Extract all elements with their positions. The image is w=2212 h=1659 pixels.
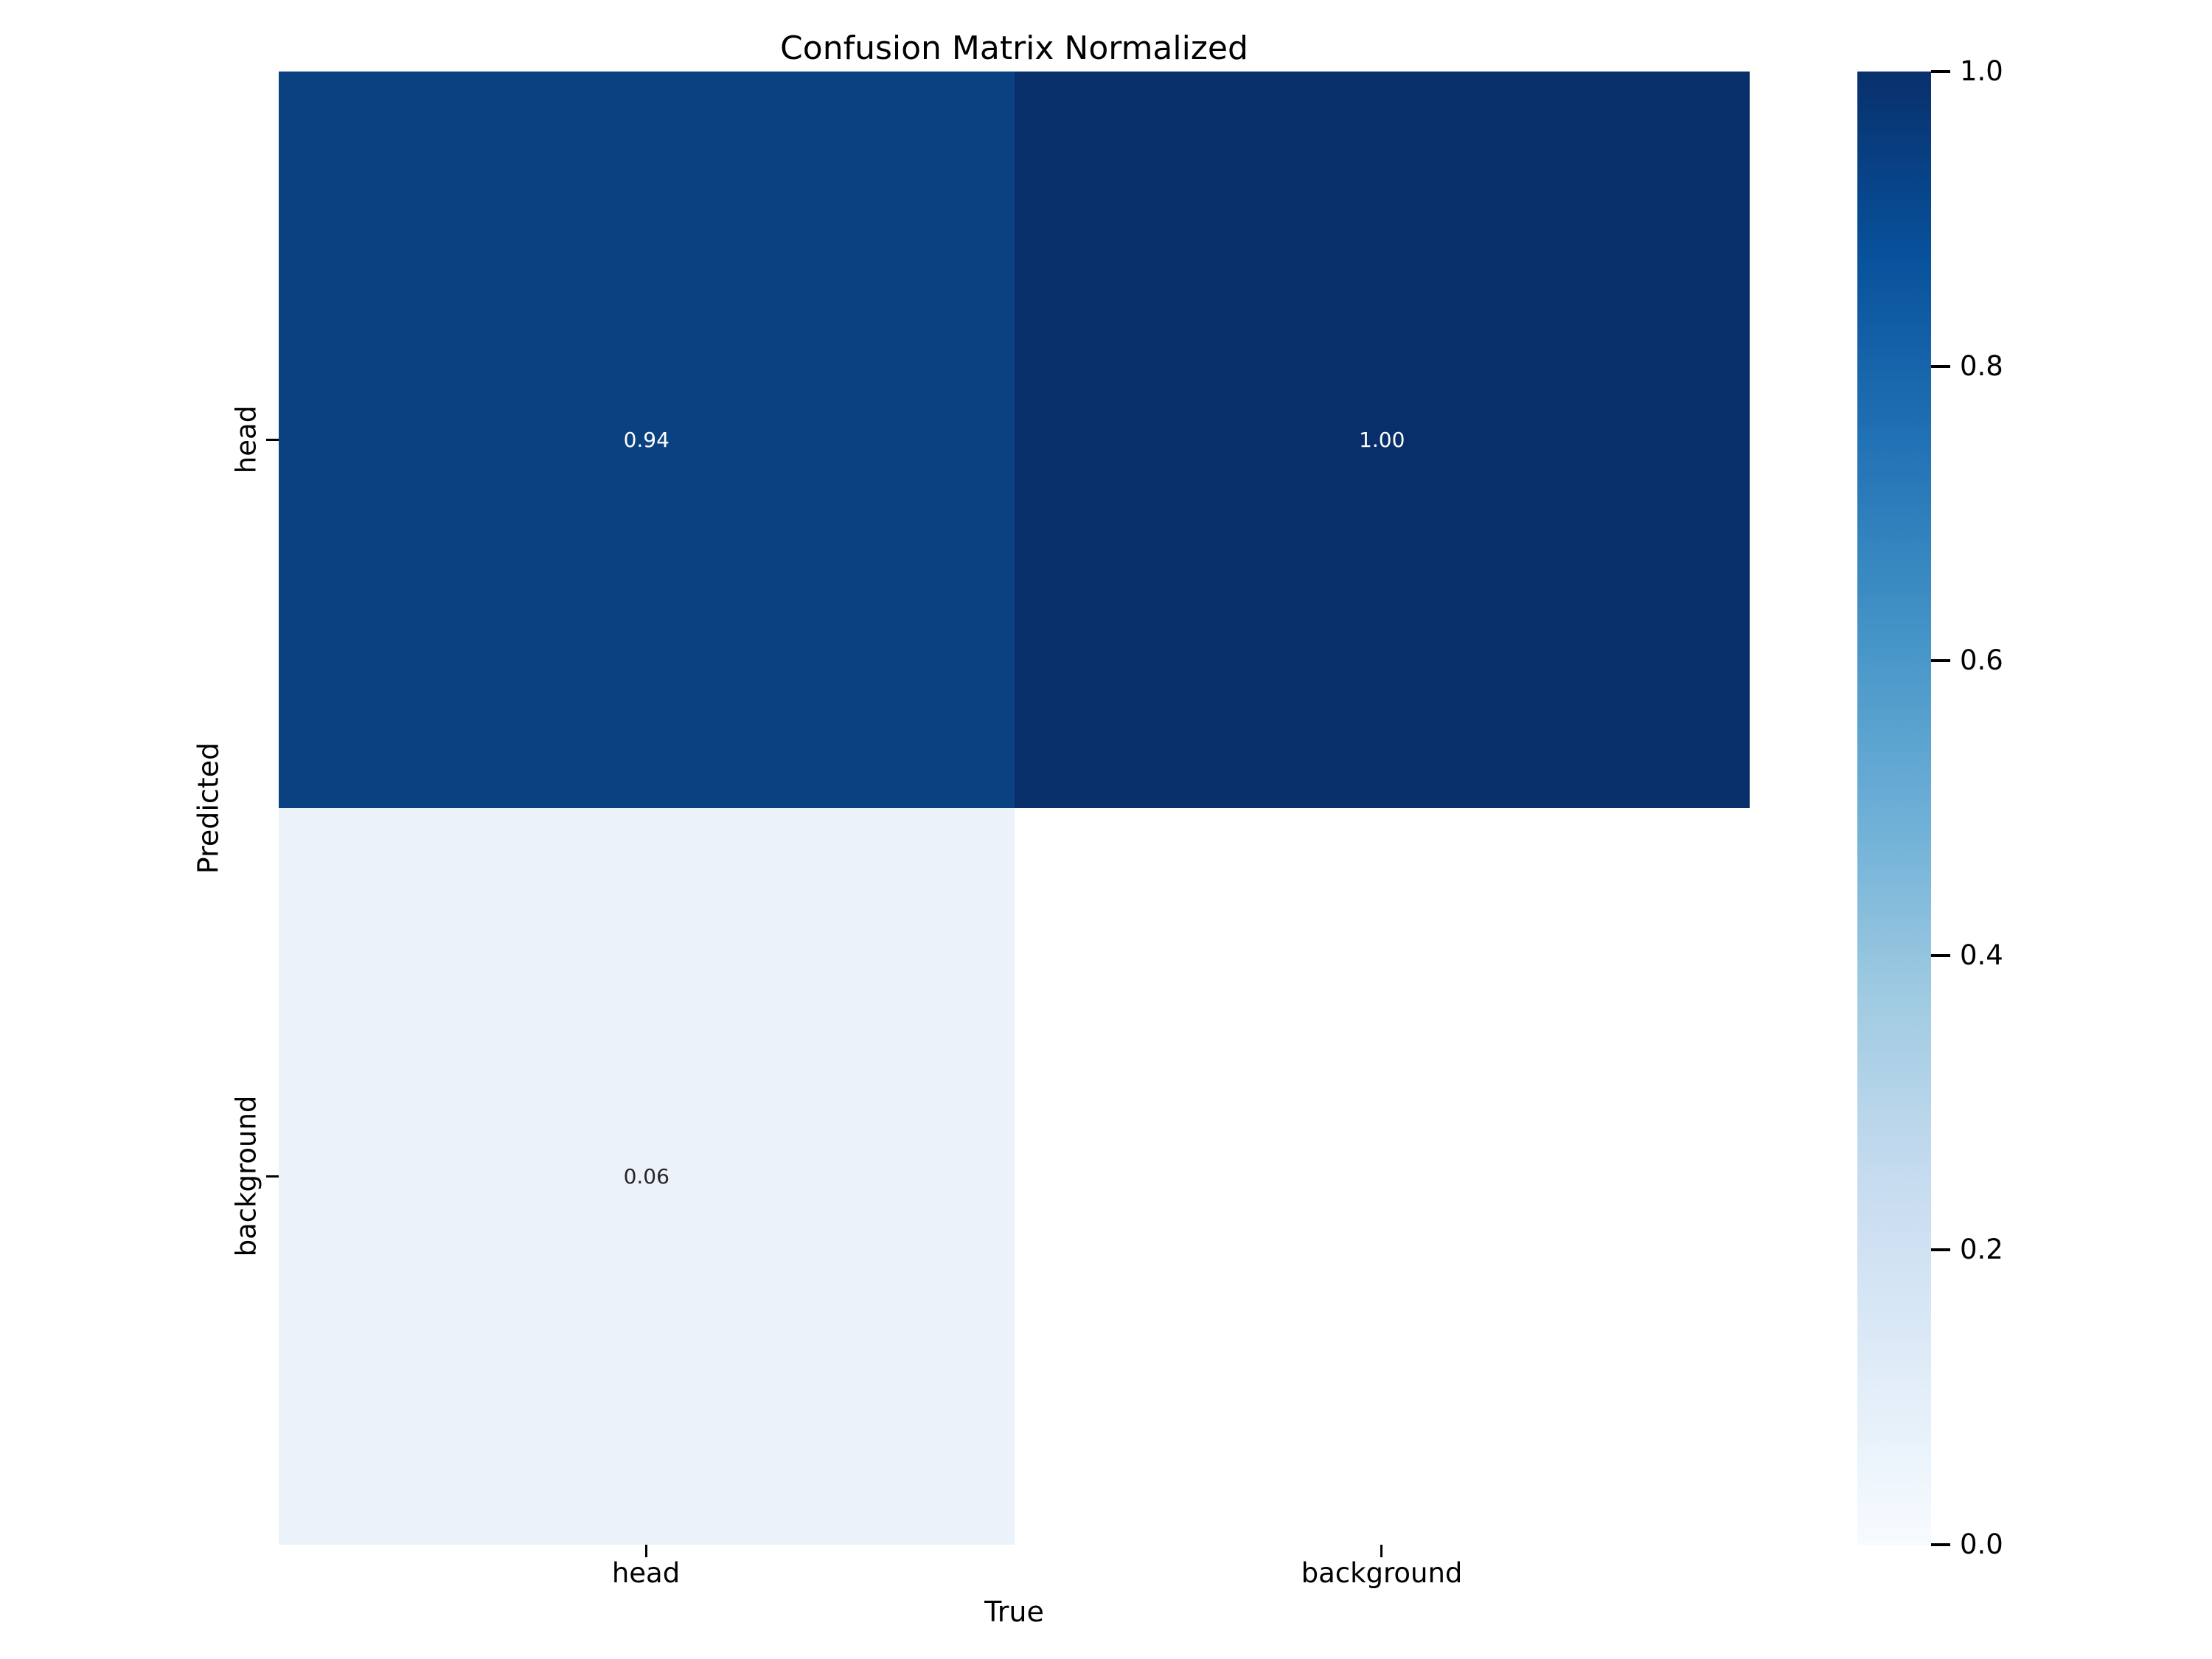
x-ticklabel-head: head xyxy=(611,1557,681,1589)
colorbar-tickmark-0.6 xyxy=(1931,659,1950,662)
heatmap-cell-pred-background-true-head: 0.06 xyxy=(279,808,1015,1545)
cell-value-label: 1.00 xyxy=(1359,427,1405,452)
y-axis-label: Predicted xyxy=(192,742,225,874)
y-tickmark-head xyxy=(266,439,279,441)
colorbar-ticklabel: 1.0 xyxy=(1960,55,2003,87)
heatmap-cell-pred-background-true-background xyxy=(1014,808,1750,1545)
x-tickmark-background xyxy=(1380,1545,1382,1557)
chart-title: Confusion Matrix Normalized xyxy=(780,29,1248,67)
colorbar-tickmark-0.2 xyxy=(1931,1248,1950,1251)
cell-value-label: 0.94 xyxy=(623,427,669,452)
colorbar-tickmark-1.0 xyxy=(1931,70,1950,73)
colorbar-ticklabel: 0.2 xyxy=(1960,1234,2003,1265)
cell-value-label: 0.06 xyxy=(623,1164,669,1189)
x-tickmark-head xyxy=(645,1545,647,1557)
colorbar-ticklabel: 0.8 xyxy=(1960,350,2003,382)
colorbar-ticklabel: 0.6 xyxy=(1960,644,2003,676)
y-ticklabel-background: background xyxy=(230,1095,262,1257)
colorbar-tickmark-0.4 xyxy=(1931,954,1950,957)
colorbar-gradient xyxy=(1857,72,1931,1545)
heatmap: 0.94 1.00 0.06 xyxy=(279,72,1750,1545)
x-ticklabel-background: background xyxy=(1301,1557,1463,1589)
y-ticklabel-head: head xyxy=(230,405,262,474)
x-axis-label: True xyxy=(984,1596,1044,1628)
heatmap-cell-pred-head-true-background: 1.00 xyxy=(1014,72,1750,808)
y-tickmark-background xyxy=(266,1175,279,1178)
colorbar-tickmark-0.8 xyxy=(1931,365,1950,368)
heatmap-cell-pred-head-true-head: 0.94 xyxy=(279,72,1015,808)
colorbar-ticklabel: 0.0 xyxy=(1960,1528,2003,1560)
colorbar-tickmark-0.0 xyxy=(1931,1543,1950,1546)
colorbar-ticklabel: 0.4 xyxy=(1960,939,2003,971)
